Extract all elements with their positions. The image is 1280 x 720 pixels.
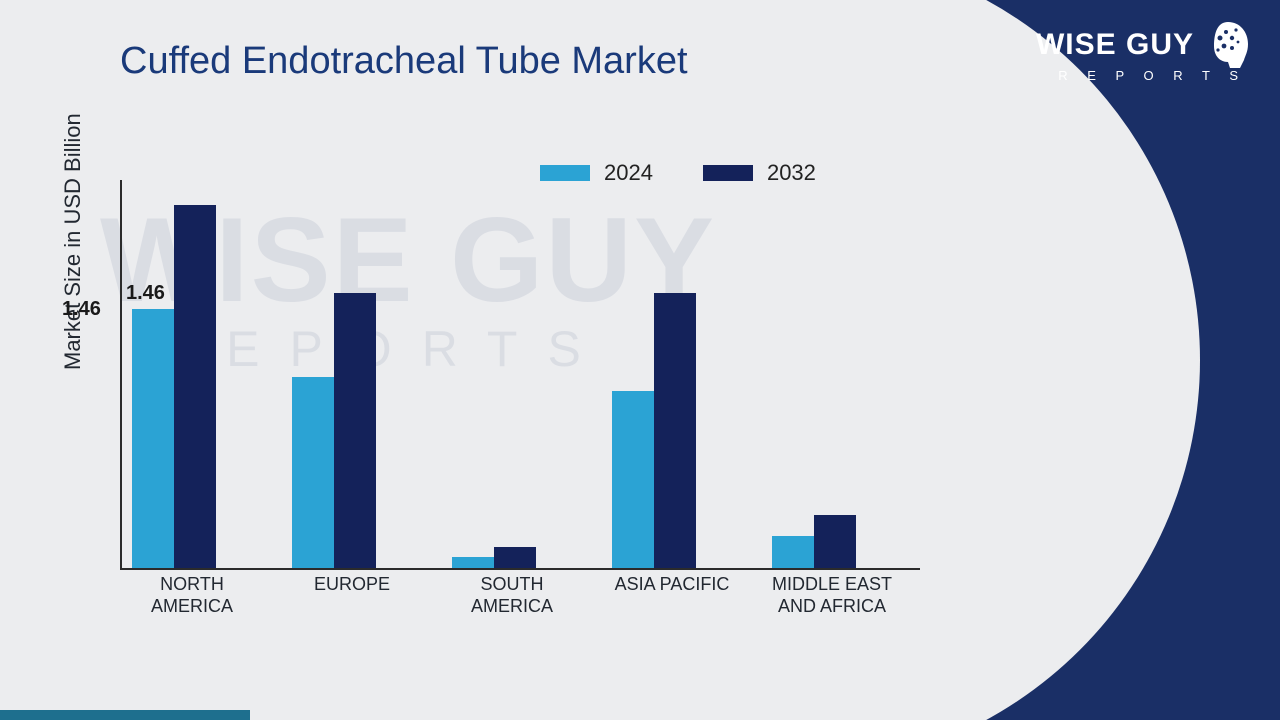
logo-head-icon [1200, 20, 1250, 70]
legend-swatch-2024 [540, 165, 590, 181]
plot-area: 1.46 1.46NORTH AMERICAEUROPESOUTH AMERIC… [120, 180, 920, 570]
category-label: MIDDLE EAST AND AFRICA [762, 568, 902, 617]
category-label: SOUTH AMERICA [442, 568, 582, 617]
bar-2024 [612, 391, 654, 568]
chart-title: Cuffed Endotracheal Tube Market [120, 40, 688, 83]
bar-2032 [494, 547, 536, 568]
bar-2024 [772, 536, 814, 568]
category-label: ASIA PACIFIC [602, 568, 742, 596]
bar-2024 [132, 309, 174, 568]
bar-2032 [334, 293, 376, 568]
bar-2024 [452, 557, 494, 568]
brand-logo: WISE GUY R E P O R T S [1036, 20, 1250, 83]
legend-item-2032: 2032 [703, 160, 816, 186]
bar-2032 [174, 205, 216, 568]
bar-value-label: 1.46 [126, 282, 165, 305]
canvas: WISE GUY R E P O R T S Cuffed Endotrache… [0, 0, 1280, 720]
category-label: NORTH AMERICA [122, 568, 262, 617]
bottom-accent-bar [0, 710, 250, 720]
bar-2032 [654, 293, 696, 568]
legend-item-2024: 2024 [540, 160, 653, 186]
chart-legend: 2024 2032 [540, 160, 816, 186]
category-label: EUROPE [282, 568, 422, 596]
legend-label-2032: 2032 [767, 160, 816, 186]
bar-2032 [814, 515, 856, 568]
bar-2024 [292, 377, 334, 568]
y-tick-label: 1.46 [62, 298, 101, 321]
legend-label-2024: 2024 [604, 160, 653, 186]
legend-swatch-2032 [703, 165, 753, 181]
logo-main-text: WISE GUY [1036, 28, 1194, 62]
bar-chart: 2024 2032 Market Size in USD Billion 1.4… [100, 160, 930, 660]
y-axis-label: Market Size in USD Billion [60, 113, 86, 370]
logo-sub-text: R E P O R T S [1036, 68, 1250, 83]
